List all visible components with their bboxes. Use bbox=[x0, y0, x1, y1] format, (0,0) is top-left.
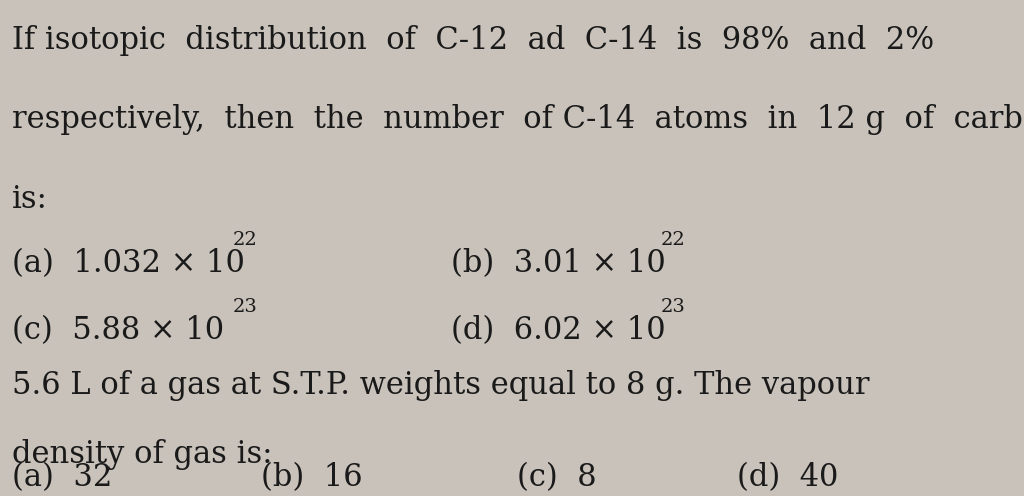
Text: (c)  5.88 × 10: (c) 5.88 × 10 bbox=[12, 315, 224, 346]
Text: 23: 23 bbox=[232, 298, 257, 315]
Text: is:: is: bbox=[12, 184, 48, 214]
Text: (d)  40: (d) 40 bbox=[737, 462, 839, 494]
Text: (b)  16: (b) 16 bbox=[261, 462, 362, 494]
Text: respectively,  then  the  number  of C-14  atoms  in  12 g  of  carbon: respectively, then the number of C-14 at… bbox=[12, 104, 1024, 135]
Text: 22: 22 bbox=[232, 231, 257, 248]
Text: (a)  32: (a) 32 bbox=[12, 462, 113, 494]
Text: density of gas is:: density of gas is: bbox=[12, 439, 272, 470]
Text: 5.6 L of a gas at S.T.P. weights equal to 8 g. The vapour: 5.6 L of a gas at S.T.P. weights equal t… bbox=[12, 370, 869, 401]
Text: (b)  3.01 × 10: (b) 3.01 × 10 bbox=[451, 248, 666, 279]
Text: (a)  1.032 × 10: (a) 1.032 × 10 bbox=[12, 248, 245, 279]
Text: (c)  8: (c) 8 bbox=[517, 462, 597, 494]
Text: If isotopic  distribution  of  C-12  ad  C-14  is  98%  and  2%: If isotopic distribution of C-12 ad C-14… bbox=[12, 25, 935, 56]
Text: 22: 22 bbox=[660, 231, 685, 248]
Text: 23: 23 bbox=[660, 298, 685, 315]
Text: (d)  6.02 × 10: (d) 6.02 × 10 bbox=[451, 315, 666, 346]
